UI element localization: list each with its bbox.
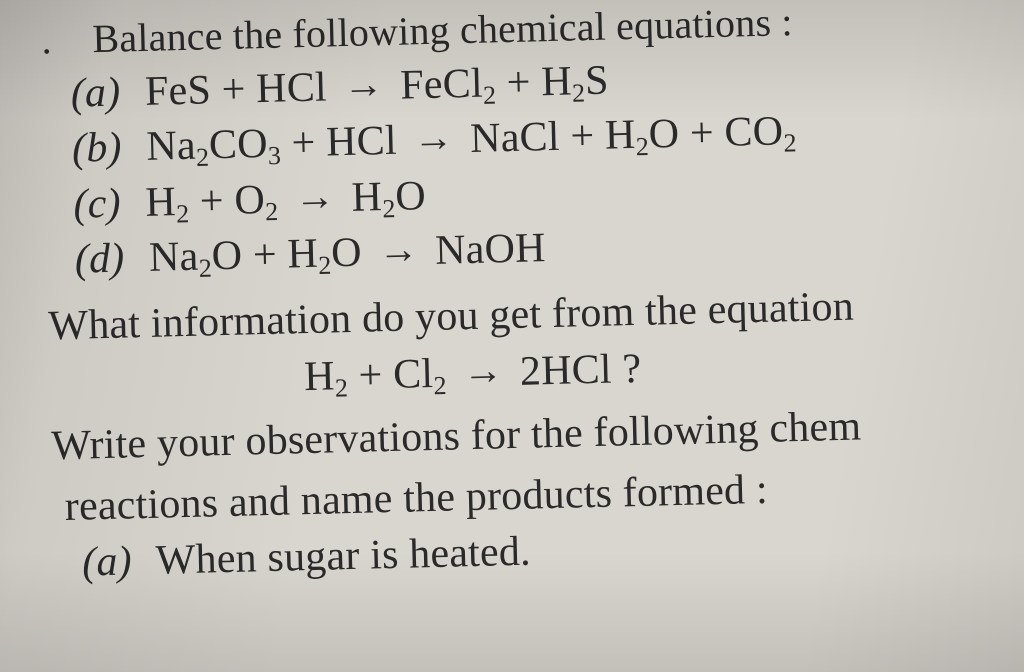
eq-rhs: NaCl + H2O + CO2 [470, 108, 797, 162]
eq-rhs: H2O [351, 173, 426, 221]
item-label: (a) [82, 539, 133, 586]
eq-rhs: NaOH [435, 225, 547, 274]
eq-lhs: H2 + O2 [145, 177, 279, 226]
eq-rhs: FeCl2 + H2S [400, 58, 609, 109]
item-label: (b) [72, 125, 123, 172]
item-label: (d) [74, 236, 125, 283]
arrow-icon: → [378, 224, 419, 278]
lead-bullet: . [41, 17, 52, 62]
item-label: (a) [70, 70, 121, 117]
arrow-icon: → [294, 170, 335, 224]
q3-item-a-text: When sugar is heated. [155, 529, 531, 584]
eq-lhs: Na2O + H2O [149, 230, 363, 281]
eq-lhs: H2 + Cl2 [304, 351, 447, 400]
eq-lhs: FeS + HCl [144, 64, 327, 114]
arrow-icon: → [462, 342, 503, 399]
arrow-icon: → [413, 112, 454, 166]
eq-lhs: Na2CO3 + HCl [146, 118, 398, 170]
arrow-icon: → [343, 58, 384, 112]
page: . Balance the following chemical equatio… [0, 0, 1024, 672]
item-label: (c) [73, 180, 121, 227]
eq-rhs: 2HCl ? [519, 346, 641, 395]
